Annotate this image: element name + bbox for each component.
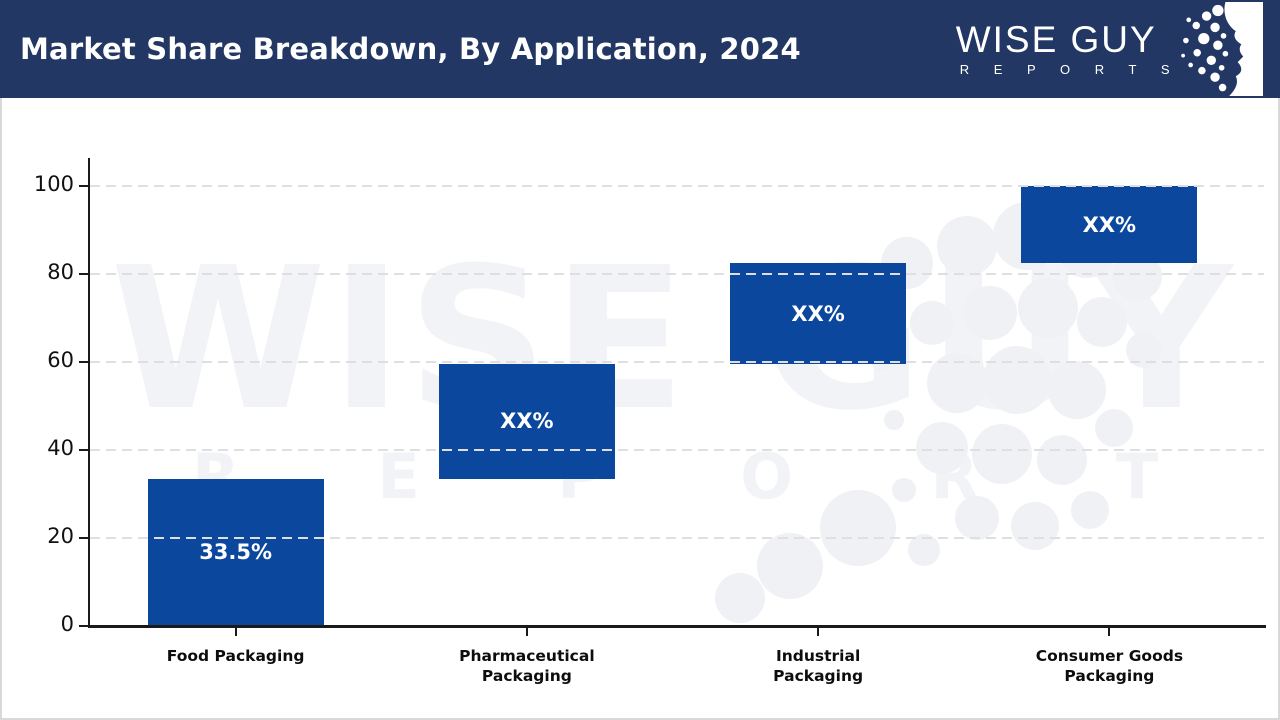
watermark-dot [884,410,904,430]
bar-food-packaging: 33.5% [147,478,324,626]
watermark-dot [983,346,1051,414]
bar-value-label: 33.5% [199,540,273,565]
watermark-dot [937,216,997,276]
gridline-80 [90,273,1264,275]
x-tick-2 [525,628,528,636]
watermark-dot [910,301,954,345]
y-tick-100 [79,185,89,187]
y-tick-20 [79,537,89,539]
gridline-20 [90,537,1264,539]
watermark-dot [1037,435,1087,485]
x-axis-line [88,625,1266,628]
gridline-40 [90,449,1264,451]
watermark-dot [892,478,916,502]
y-tick-40 [79,449,89,451]
bar-value-label: XX% [500,409,554,434]
bar-value-label: XX% [1082,212,1137,237]
y-tick-label-60: 60 [47,348,74,372]
watermark-dot [1077,297,1127,347]
gridline-100 [90,185,1264,187]
watermark-dot [1011,502,1059,550]
y-tick-60 [79,361,89,363]
x-category-label: Consumer Goods Packaging [1035,647,1184,685]
x-category-label: Food Packaging [166,647,305,665]
brand-face-icon [1181,2,1263,96]
watermark-dot [1095,409,1133,447]
y-tick-label-0: 0 [60,612,74,636]
watermark-dot [1071,491,1109,529]
x-tick-1 [234,628,237,636]
x-category-label: Industrial Packaging [773,647,864,685]
watermark-dot [927,353,987,413]
brand-subtitle: R E P O R T S [959,62,1180,77]
brand-name: WISE GUY [955,19,1157,60]
y-axis-line [88,158,90,628]
bar-pharmaceutical-packaging: XX% [438,364,615,479]
watermark-dot [715,573,765,623]
watermark-dot [820,490,896,566]
x-tick-3 [817,628,820,636]
brand-logo: WISE GUY R E P O R T S [956,2,1280,96]
bar-industrial-packaging: XX% [730,263,907,365]
page-title: Market Share Breakdown, By Application, … [20,32,801,66]
y-tick-80 [79,273,89,275]
header-bar: Market Share Breakdown, By Application, … [0,0,1280,98]
watermark-dot [963,286,1017,340]
y-tick-label-80: 80 [47,260,74,284]
x-tick-4 [1108,628,1111,636]
y-tick-label-40: 40 [47,436,74,460]
y-tick-label-20: 20 [47,524,74,548]
y-tick-label-100: 100 [33,172,74,196]
watermark-dot [1048,361,1106,419]
chart-area: WISE GUY R E P O R T S 0 20 40 60 80 100 33.5%… [0,98,1280,720]
watermark-dot [1018,278,1078,338]
watermark-dot [908,534,940,566]
gridline-60 [90,361,1264,363]
x-category-label: Pharmaceutical Packaging [459,647,595,685]
watermark-dot [757,533,823,599]
y-tick-0 [79,625,89,627]
watermark-dot [916,422,968,474]
watermark-dot [955,496,999,540]
watermark-dot [972,424,1032,484]
brand-logo-text: WISE GUY R E P O R T S [956,21,1180,77]
bar-consumer-goods-packaging: XX% [1021,186,1198,263]
bar-value-label: XX% [791,301,845,326]
